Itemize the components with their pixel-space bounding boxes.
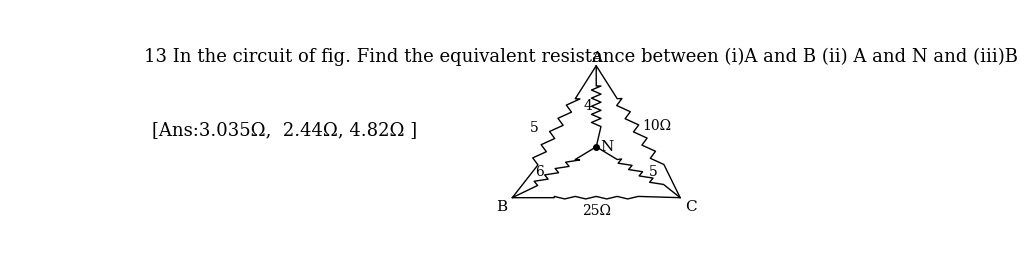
Text: 25Ω: 25Ω bbox=[582, 204, 610, 218]
Text: 5: 5 bbox=[648, 165, 657, 179]
Text: 4: 4 bbox=[584, 99, 593, 113]
Text: 6: 6 bbox=[536, 165, 544, 179]
Text: N: N bbox=[600, 140, 613, 154]
Text: B: B bbox=[496, 200, 507, 214]
Text: C: C bbox=[685, 200, 697, 214]
Text: [Ans:3.035Ω,  2.44Ω, 4.82Ω ]: [Ans:3.035Ω, 2.44Ω, 4.82Ω ] bbox=[152, 120, 417, 139]
Text: 10Ω: 10Ω bbox=[642, 119, 671, 133]
Text: A: A bbox=[591, 51, 602, 65]
Text: 13 In the circuit of fig. Find the equivalent resistance between (i)A and B (ii): 13 In the circuit of fig. Find the equiv… bbox=[143, 47, 1024, 66]
Text: 5: 5 bbox=[529, 121, 539, 135]
